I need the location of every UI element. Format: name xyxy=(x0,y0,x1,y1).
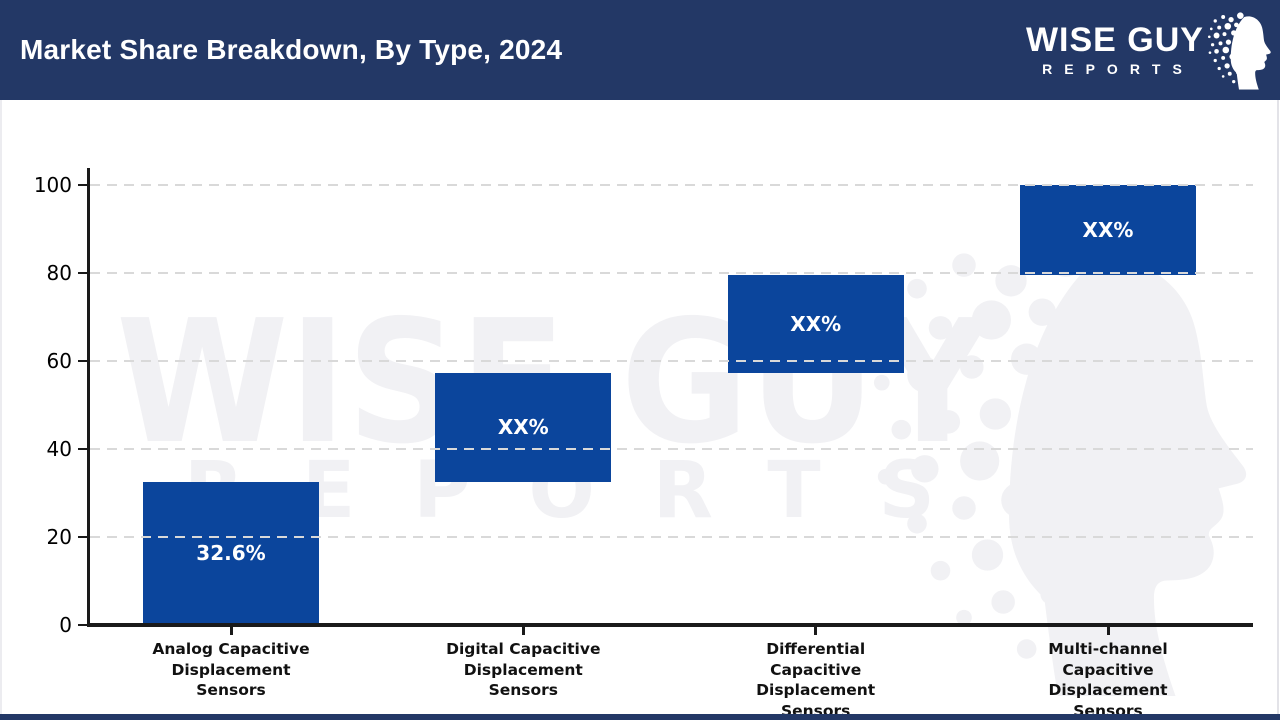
x-category-label-multi-channel: Multi-channel Capacitive Displacement Senso… xyxy=(1048,640,1168,720)
logo-head-icon xyxy=(1206,10,1272,90)
y-tick-80 xyxy=(78,272,87,274)
y-tick-40 xyxy=(78,448,87,450)
window-edge-right xyxy=(1277,100,1279,720)
y-tick-60 xyxy=(78,360,87,362)
bar-multi-channel: XX% xyxy=(1020,185,1196,275)
x-category-label-digital: Digital Capacitive Displacement Sensors xyxy=(446,640,601,699)
header-bar: Market Share Breakdown, By Type, 2024 WI… xyxy=(0,0,1280,100)
bar-value-label-differential: XX% xyxy=(790,311,842,336)
bar-digital: XX% xyxy=(435,372,612,482)
x-tick-multi-channel xyxy=(1106,626,1110,635)
bar-value-label-digital: XX% xyxy=(497,415,549,440)
y-tick-label-20: 20 xyxy=(46,525,72,549)
y-tick-0 xyxy=(78,624,87,626)
brand-text: WISE GUY REPORTS xyxy=(1025,21,1204,77)
y-tick-label-100: 100 xyxy=(33,173,72,197)
bar-differential: XX% xyxy=(727,274,904,373)
brand-logo: WISE GUY REPORTS xyxy=(1026,10,1272,90)
window-edge-left xyxy=(0,100,2,720)
x-tick-differential xyxy=(814,626,818,635)
y-axis xyxy=(87,168,90,627)
y-tick-label-80: 80 xyxy=(46,261,72,285)
y-tick-100 xyxy=(78,184,87,186)
gridline-y60 xyxy=(90,360,1253,362)
page-title: Market Share Breakdown, By Type, 2024 xyxy=(20,34,563,65)
bar-value-label-analog: 32.6% xyxy=(196,541,266,566)
gridline-y100 xyxy=(90,184,1253,186)
y-tick-label-40: 40 xyxy=(46,437,72,461)
gridline-y80 xyxy=(90,272,1253,274)
x-axis xyxy=(87,623,1253,627)
bar-value-label-multi-channel: XX% xyxy=(1082,217,1134,242)
x-tick-digital xyxy=(521,626,525,635)
x-category-label-analog: Analog Capacitive Displacement Sensors xyxy=(152,640,310,699)
y-tick-label-60: 60 xyxy=(46,349,72,373)
gridline-y20 xyxy=(90,536,1253,538)
gridline-y40 xyxy=(90,448,1253,450)
footer-bar xyxy=(0,714,1280,720)
brand-wordmark: WISE GUY xyxy=(1025,21,1204,60)
x-tick-analog xyxy=(229,626,233,635)
brand-subtext: REPORTS xyxy=(1042,60,1194,77)
bar-analog: 32.6% xyxy=(143,481,319,625)
x-category-label-differential: Differential Capacitive Displacement Sensor… xyxy=(756,640,876,720)
y-tick-20 xyxy=(78,536,87,538)
y-tick-label-0: 0 xyxy=(59,613,72,637)
